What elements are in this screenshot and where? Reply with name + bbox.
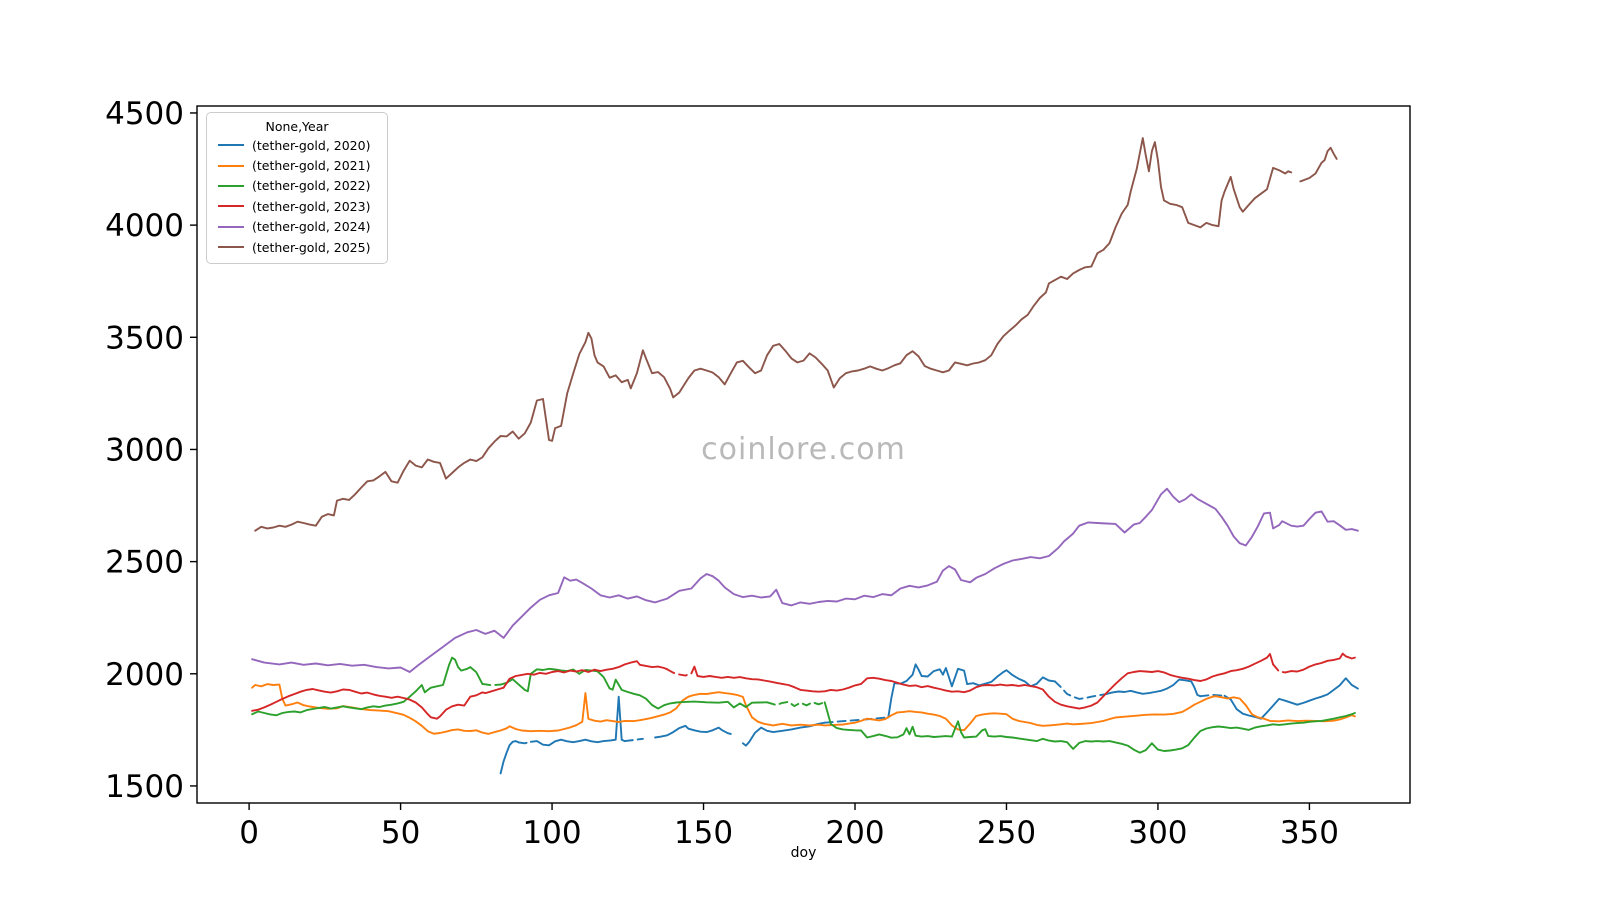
legend-item-label: (tether-gold, 2025) — [252, 239, 371, 255]
series-line — [1053, 680, 1108, 700]
series-line — [766, 700, 826, 708]
x-tick-label: 350 — [1280, 815, 1339, 851]
legend-item: (tether-gold, 2024) — [213, 217, 381, 237]
x-tick-label: 0 — [239, 815, 259, 851]
legend-line-sample — [218, 144, 244, 147]
x-tick-label: 250 — [977, 815, 1036, 851]
y-tick-label: 4000 — [105, 208, 184, 244]
legend-line-sample — [218, 205, 244, 208]
x-axis-label: doy — [790, 845, 817, 861]
legend-item-label: (tether-gold, 2021) — [252, 158, 371, 174]
legend-line-sample — [218, 246, 244, 249]
series-line — [823, 701, 1356, 754]
series-line — [1272, 663, 1287, 674]
legend-item-label: (tether-gold, 2023) — [252, 198, 371, 214]
legend-line-sample — [218, 225, 244, 228]
series-line — [1105, 678, 1202, 698]
x-tick-label: 200 — [825, 815, 884, 851]
legend-item: (tether-gold, 2021) — [213, 155, 381, 175]
series-line — [654, 724, 732, 739]
series-line — [666, 668, 693, 677]
series-line — [517, 740, 532, 745]
legend-title: None,Year — [265, 119, 329, 134]
x-tick-label: 150 — [674, 815, 733, 851]
legend-item-label: (tether-gold, 2020) — [252, 137, 371, 153]
series-line — [529, 695, 626, 747]
legend-item: (tether-gold, 2025) — [213, 237, 381, 257]
y-tick-label: 3000 — [105, 432, 184, 468]
series-line — [499, 667, 769, 710]
series-line — [1299, 146, 1338, 183]
legend-item: (tether-gold, 2022) — [213, 176, 381, 196]
series-line — [1223, 677, 1359, 720]
series-line — [499, 740, 520, 775]
series-line — [251, 656, 484, 717]
series-line — [1284, 652, 1356, 674]
series-line — [251, 660, 669, 720]
legend-item: (tether-gold, 2023) — [213, 196, 381, 216]
watermark: coinlore.com — [701, 432, 906, 467]
series-line — [741, 721, 826, 747]
y-tick-label: 4500 — [105, 96, 184, 132]
y-tick-label: 3500 — [105, 320, 184, 356]
x-tick-label: 100 — [522, 815, 581, 851]
x-tick-label: 300 — [1128, 815, 1187, 851]
series-line — [1199, 693, 1226, 698]
legend: None,Year (tether-gold, 2020) (tether-gol… — [206, 112, 388, 265]
series-line — [251, 683, 1356, 735]
series-line — [887, 663, 1056, 719]
y-tick-label: 2500 — [105, 545, 184, 581]
series-line — [254, 137, 1293, 532]
legend-line-sample — [218, 184, 244, 187]
legend-item: (tether-gold, 2020) — [213, 135, 381, 155]
series-line — [481, 682, 502, 687]
legend-item-label: (tether-gold, 2022) — [252, 178, 371, 194]
y-tick-label: 2000 — [105, 657, 184, 693]
x-tick-label: 50 — [381, 815, 420, 851]
axes-frame — [196, 105, 1411, 804]
series-line — [823, 716, 890, 724]
legend-items: (tether-gold, 2020) (tether-gold, 2021) (t… — [213, 135, 381, 257]
legend-line-sample — [218, 164, 244, 167]
y-tick-label: 1500 — [105, 769, 184, 805]
series-line — [623, 737, 644, 743]
series-line — [251, 487, 1359, 673]
legend-item-label: (tether-gold, 2024) — [252, 219, 371, 235]
series-line — [690, 653, 1275, 710]
